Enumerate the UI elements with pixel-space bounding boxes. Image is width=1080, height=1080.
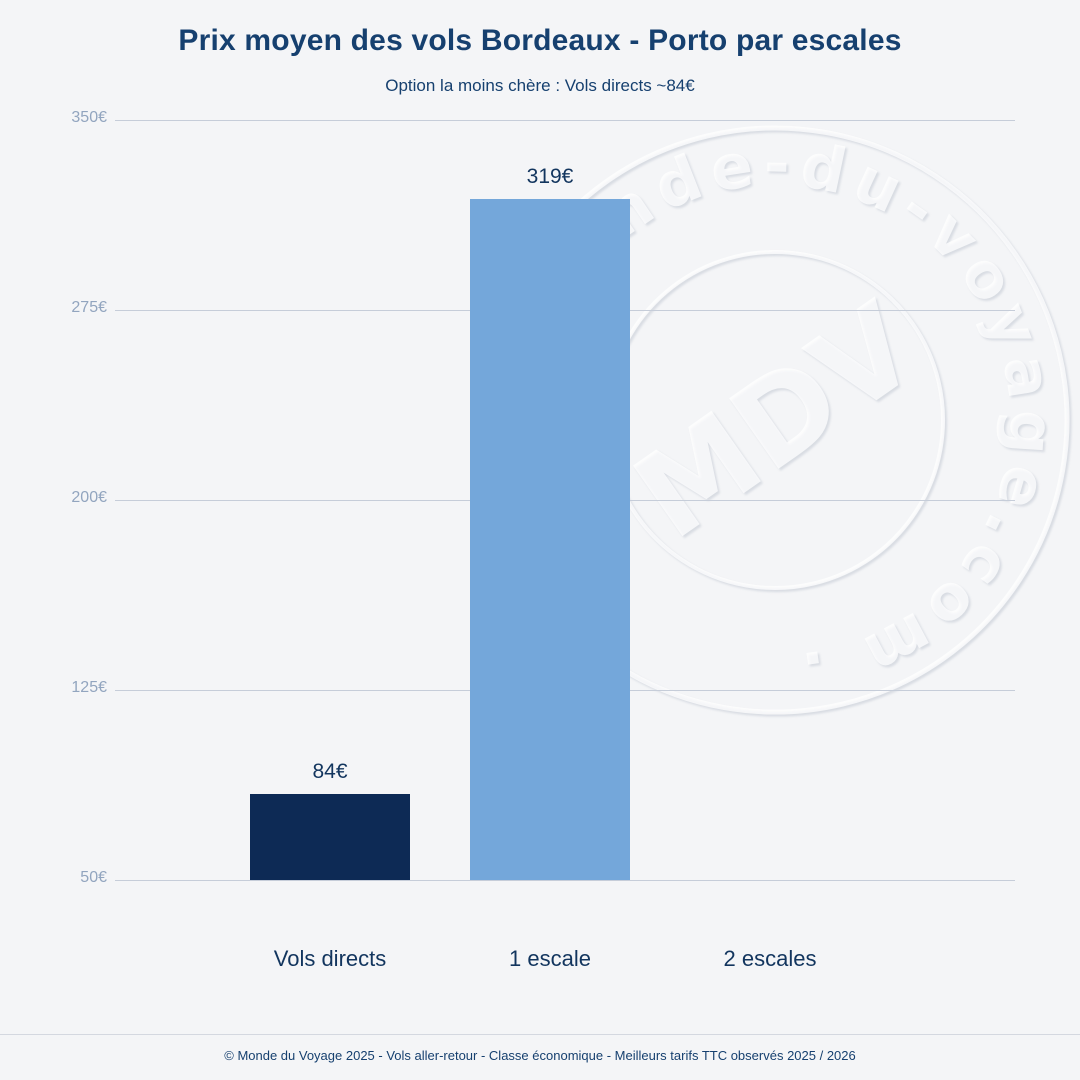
bar-1-escale bbox=[470, 199, 630, 880]
footer-note: © Monde du Voyage 2025 - Vols aller-reto… bbox=[224, 1048, 856, 1063]
bar-value-label: 84€ bbox=[312, 760, 348, 783]
y-tick-label: 50€ bbox=[80, 869, 107, 886]
y-tick-label: 125€ bbox=[71, 679, 107, 696]
bar-value-label: 319€ bbox=[526, 165, 574, 188]
gridline-350 bbox=[115, 120, 1015, 121]
y-tick-label: 350€ bbox=[71, 109, 107, 126]
x-category-label: 1 escale bbox=[509, 946, 591, 971]
watermark-center-text: MDV bbox=[610, 276, 940, 565]
chart-subtitle: Option la moins chère : Vols directs ~84… bbox=[385, 76, 695, 95]
gridline-50 bbox=[115, 880, 1015, 881]
footer-divider bbox=[0, 1034, 1080, 1035]
chart-title: Prix moyen des vols Bordeaux - Porto par… bbox=[178, 24, 902, 57]
bar-vols-directs bbox=[250, 794, 410, 880]
x-category-label: 2 escales bbox=[723, 946, 817, 971]
x-category-label: Vols directs bbox=[273, 946, 387, 971]
y-tick-label: 275€ bbox=[71, 299, 107, 316]
y-tick-label: 200€ bbox=[71, 489, 107, 506]
